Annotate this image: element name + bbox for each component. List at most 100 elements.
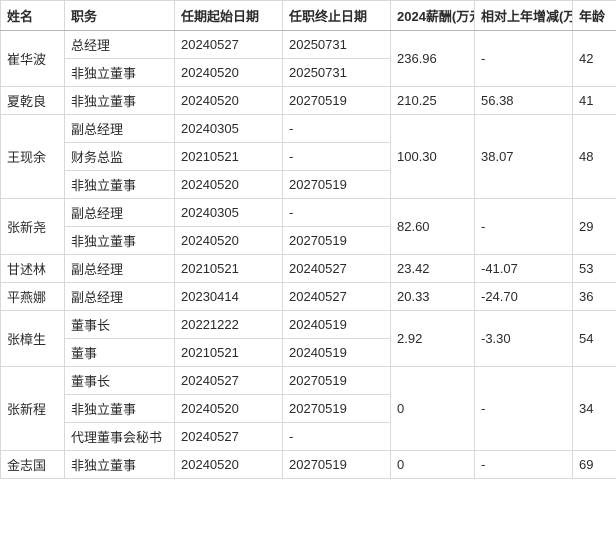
tenure-end-cell[interactable]: 20240519 <box>283 339 391 367</box>
tenure-start-cell[interactable]: 20240520 <box>175 87 283 115</box>
change-cell-0[interactable]: - <box>475 31 573 87</box>
tenure-start-cell[interactable]: 20210521 <box>175 339 283 367</box>
change-cell-6[interactable]: -3.30 <box>475 311 573 367</box>
tenure-end-cell[interactable]: 20250731 <box>283 31 391 59</box>
col-header-name[interactable]: 姓名 <box>1 1 65 31</box>
change-cell-8[interactable]: - <box>475 451 573 479</box>
person-name-cell-0[interactable]: 崔华波 <box>1 31 65 87</box>
salary-cell-8[interactable]: 0 <box>391 451 475 479</box>
salary-cell-0[interactable]: 236.96 <box>391 31 475 87</box>
tenure-end-cell[interactable]: - <box>283 423 391 451</box>
table-row: 王现余 副总经理 20240305-100.30 38.07 48 <box>1 115 616 143</box>
tenure-end-cell[interactable]: 20240527 <box>283 255 391 283</box>
col-header-title[interactable]: 职务 <box>65 1 175 31</box>
tenure-end-cell[interactable]: 20270519 <box>283 87 391 115</box>
col-header-salary[interactable]: 2024薪酬(万元) <box>391 1 475 31</box>
tenure-end-cell[interactable]: 20270519 <box>283 395 391 423</box>
salary-cell-1[interactable]: 210.25 <box>391 87 475 115</box>
tenure-start-cell[interactable]: 20230414 <box>175 283 283 311</box>
age-cell-2[interactable]: 48 <box>573 115 616 199</box>
tenure-end-cell[interactable]: 20270519 <box>283 451 391 479</box>
position-title-cell[interactable]: 副总经理 <box>65 283 175 311</box>
table-row: 张新尧 副总经理 20240305-82.60-29 <box>1 199 616 227</box>
age-cell-3[interactable]: 29 <box>573 199 616 255</box>
compensation-table: 姓名 职务 任期起始日期 任职终止日期 2024薪酬(万元) 相对上年增减(万元… <box>0 0 616 479</box>
position-title-cell[interactable]: 非独立董事 <box>65 87 175 115</box>
position-title-cell[interactable]: 代理董事会秘书 <box>65 423 175 451</box>
position-title-cell[interactable]: 副总经理 <box>65 199 175 227</box>
position-title-cell[interactable]: 非独立董事 <box>65 451 175 479</box>
age-cell-6[interactable]: 54 <box>573 311 616 367</box>
col-header-start[interactable]: 任期起始日期 <box>175 1 283 31</box>
change-cell-4[interactable]: -41.07 <box>475 255 573 283</box>
position-title-cell[interactable]: 副总经理 <box>65 255 175 283</box>
table-row: 崔华波 总经理 20240527 20250731 236.96-42 <box>1 31 616 59</box>
age-cell-0[interactable]: 42 <box>573 31 616 87</box>
change-cell-7[interactable]: - <box>475 367 573 451</box>
col-header-age[interactable]: 年龄 <box>573 1 616 31</box>
age-cell-5[interactable]: 36 <box>573 283 616 311</box>
tenure-start-cell[interactable]: 20221222 <box>175 311 283 339</box>
change-cell-2[interactable]: 38.07 <box>475 115 573 199</box>
salary-cell-2[interactable]: 100.30 <box>391 115 475 199</box>
position-title-cell[interactable]: 非独立董事 <box>65 227 175 255</box>
tenure-start-cell[interactable]: 20240305 <box>175 115 283 143</box>
compensation-table-wrap: 姓名 职务 任期起始日期 任职终止日期 2024薪酬(万元) 相对上年增减(万元… <box>0 0 616 533</box>
person-name-cell-4[interactable]: 甘述林 <box>1 255 65 283</box>
person-name-cell-2[interactable]: 王现余 <box>1 115 65 199</box>
tenure-start-cell[interactable]: 20240305 <box>175 199 283 227</box>
position-title-cell[interactable]: 董事长 <box>65 311 175 339</box>
table-row: 金志国 非独立董事 20240520 20270519 0-69 <box>1 451 616 479</box>
tenure-start-cell[interactable]: 20240520 <box>175 171 283 199</box>
age-cell-1[interactable]: 41 <box>573 87 616 115</box>
salary-cell-3[interactable]: 82.60 <box>391 199 475 255</box>
table-row: 夏乾良 非独立董事 20240520 20270519 210.25 56.38 41 <box>1 87 616 115</box>
tenure-end-cell[interactable]: - <box>283 143 391 171</box>
person-name-cell-5[interactable]: 平燕娜 <box>1 283 65 311</box>
tenure-end-cell[interactable]: - <box>283 199 391 227</box>
col-header-end[interactable]: 任职终止日期 <box>283 1 391 31</box>
tenure-start-cell[interactable]: 20210521 <box>175 255 283 283</box>
salary-cell-7[interactable]: 0 <box>391 367 475 451</box>
salary-cell-4[interactable]: 23.42 <box>391 255 475 283</box>
tenure-end-cell[interactable]: 20270519 <box>283 171 391 199</box>
person-name-cell-7[interactable]: 张新程 <box>1 367 65 451</box>
tenure-start-cell[interactable]: 20240527 <box>175 423 283 451</box>
tenure-start-cell[interactable]: 20240527 <box>175 367 283 395</box>
position-title-cell[interactable]: 财务总监 <box>65 143 175 171</box>
table-row: 张新程 董事长 20240527 20270519 0-34 <box>1 367 616 395</box>
tenure-start-cell[interactable]: 20240520 <box>175 395 283 423</box>
person-name-cell-3[interactable]: 张新尧 <box>1 199 65 255</box>
position-title-cell[interactable]: 总经理 <box>65 31 175 59</box>
position-title-cell[interactable]: 非独立董事 <box>65 395 175 423</box>
change-cell-1[interactable]: 56.38 <box>475 87 573 115</box>
person-name-cell-6[interactable]: 张樟生 <box>1 311 65 367</box>
person-name-cell-8[interactable]: 金志国 <box>1 451 65 479</box>
tenure-end-cell[interactable]: - <box>283 115 391 143</box>
tenure-end-cell[interactable]: 20270519 <box>283 227 391 255</box>
salary-cell-5[interactable]: 20.33 <box>391 283 475 311</box>
position-title-cell[interactable]: 副总经理 <box>65 115 175 143</box>
position-title-cell[interactable]: 非独立董事 <box>65 59 175 87</box>
tenure-start-cell[interactable]: 20240527 <box>175 31 283 59</box>
position-title-cell[interactable]: 董事 <box>65 339 175 367</box>
col-header-change[interactable]: 相对上年增减(万元) <box>475 1 573 31</box>
age-cell-4[interactable]: 53 <box>573 255 616 283</box>
age-cell-8[interactable]: 69 <box>573 451 616 479</box>
position-title-cell[interactable]: 董事长 <box>65 367 175 395</box>
change-cell-5[interactable]: -24.70 <box>475 283 573 311</box>
tenure-end-cell[interactable]: 20250731 <box>283 59 391 87</box>
tenure-start-cell[interactable]: 20240520 <box>175 59 283 87</box>
tenure-end-cell[interactable]: 20240519 <box>283 311 391 339</box>
tenure-end-cell[interactable]: 20270519 <box>283 367 391 395</box>
salary-cell-6[interactable]: 2.92 <box>391 311 475 367</box>
table-row: 张樟生 董事长 20221222 20240519 2.92 -3.30 54 <box>1 311 616 339</box>
person-name-cell-1[interactable]: 夏乾良 <box>1 87 65 115</box>
tenure-end-cell[interactable]: 20240527 <box>283 283 391 311</box>
tenure-start-cell[interactable]: 20240520 <box>175 227 283 255</box>
position-title-cell[interactable]: 非独立董事 <box>65 171 175 199</box>
change-cell-3[interactable]: - <box>475 199 573 255</box>
age-cell-7[interactable]: 34 <box>573 367 616 451</box>
tenure-start-cell[interactable]: 20210521 <box>175 143 283 171</box>
tenure-start-cell[interactable]: 20240520 <box>175 451 283 479</box>
